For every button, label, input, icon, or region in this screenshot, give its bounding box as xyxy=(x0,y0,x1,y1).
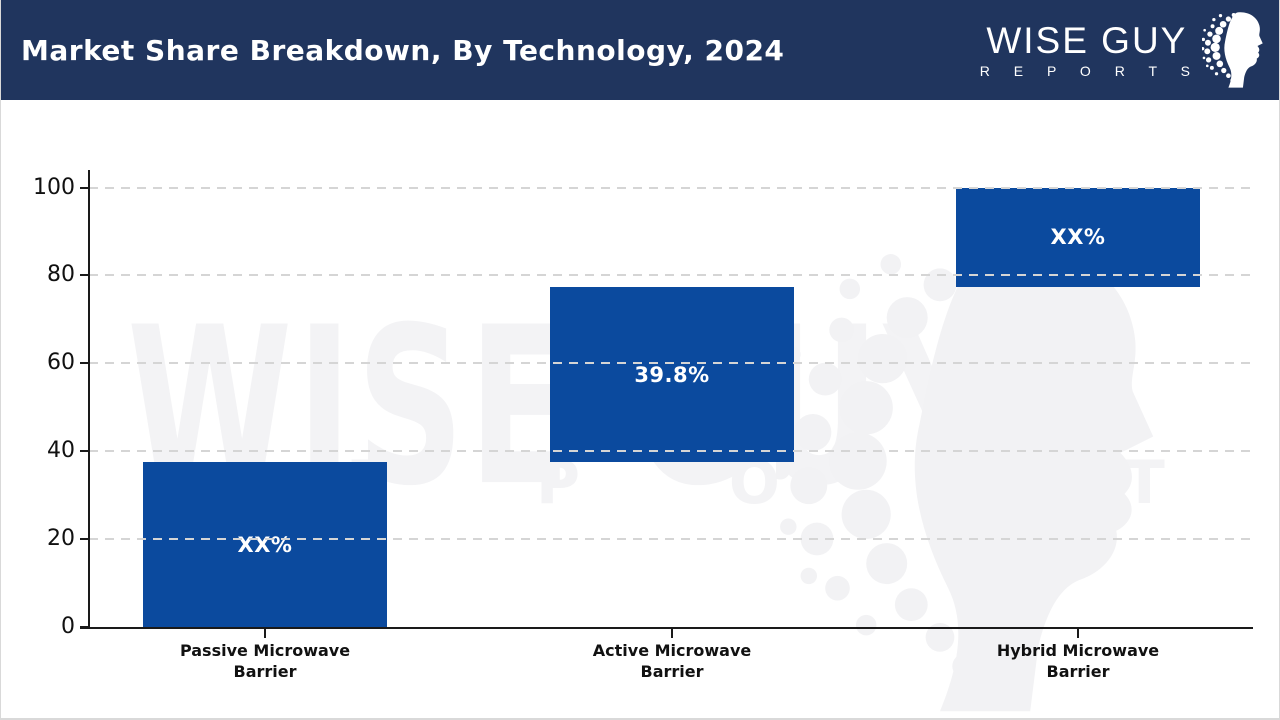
gridline-60 xyxy=(89,362,1253,365)
x-tick-mark xyxy=(1077,629,1079,638)
y-tick-label-100: 100 xyxy=(33,174,75,200)
category-line2: Barrier xyxy=(233,662,297,681)
y-tick-mark xyxy=(80,362,89,365)
y-tick-label-0: 0 xyxy=(61,614,75,639)
y-tick-mark xyxy=(80,450,89,453)
bar-active-microwave-barrier: 39.8% xyxy=(550,287,794,463)
category-line1: Hybrid Microwave xyxy=(996,641,1160,660)
y-tick-label-80: 80 xyxy=(47,262,75,288)
gridline-100 xyxy=(89,186,1253,189)
x-axis-line xyxy=(80,627,1253,629)
y-tick-mark xyxy=(80,274,89,277)
category-line1: Active Microwave xyxy=(592,641,752,660)
bar-value-label: XX% xyxy=(237,532,293,557)
category-line2: Barrier xyxy=(1046,662,1110,681)
gridline-20 xyxy=(89,538,1253,541)
brand-logo-text: WISE GUY R E P O R T S xyxy=(974,22,1200,79)
x-tick-mark xyxy=(671,629,673,638)
logo-face-icon xyxy=(1202,9,1268,91)
x-category-label: Passive Microwave Barrier xyxy=(180,640,350,682)
chart-title: Market Share Breakdown, By Technology, 2… xyxy=(21,33,785,67)
y-tick-label-20: 20 xyxy=(47,526,75,552)
x-category-label: Hybrid Microwave Barrier xyxy=(997,640,1159,682)
logo-subtext: R E P O R T S xyxy=(979,62,1200,79)
y-axis-line xyxy=(88,170,90,629)
brand-logo: WISE GUY R E P O R T S xyxy=(974,4,1268,96)
bar-value-label: XX% xyxy=(1050,225,1106,250)
bar-value-label: 39.8% xyxy=(634,362,710,387)
bar-hybrid-microwave-barrier: XX% xyxy=(956,187,1200,288)
y-tick-mark xyxy=(80,538,89,541)
header: Market Share Breakdown, By Technology, 2… xyxy=(1,0,1279,100)
y-tick-mark xyxy=(80,186,89,189)
x-tick-mark xyxy=(264,629,266,638)
y-tick-mark xyxy=(80,626,89,628)
bar-passive-microwave-barrier: XX% xyxy=(143,462,387,627)
y-tick-label-60: 60 xyxy=(47,350,75,376)
gridline-40 xyxy=(89,450,1253,453)
logo-wordmark: WISE GUY xyxy=(986,19,1188,61)
category-line1: Passive Microwave xyxy=(179,641,351,660)
category-line2: Barrier xyxy=(640,662,704,681)
x-category-label: Active Microwave Barrier xyxy=(593,640,751,682)
y-tick-label-40: 40 xyxy=(47,438,75,464)
gridline-80 xyxy=(89,274,1253,277)
